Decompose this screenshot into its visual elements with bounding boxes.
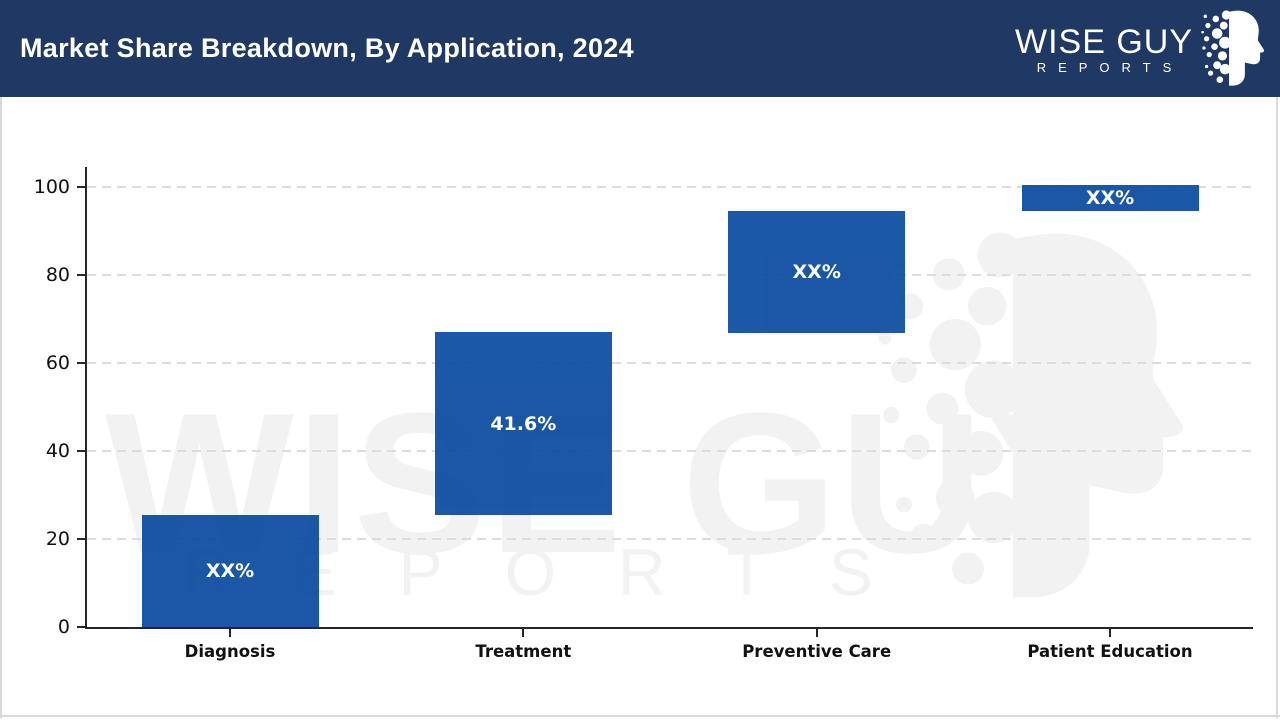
bar-value-label: XX% <box>205 560 255 583</box>
y-tick-60 <box>77 362 86 364</box>
gridline-100 <box>87 186 1253 188</box>
bar-patient-education: XX% <box>1021 185 1199 211</box>
bar-treatment: 41.6% <box>434 332 612 516</box>
brand-subtitle: REPORTS <box>1036 60 1184 75</box>
bar-diagnosis: XX% <box>141 515 319 627</box>
y-tick-label-80: 80 <box>45 264 70 286</box>
y-axis-line <box>85 167 87 629</box>
x-tick-1 <box>522 629 525 637</box>
brand-name: WISE GUY <box>1014 23 1194 61</box>
x-category-label-3: Patient Education <box>1027 642 1193 661</box>
y-tick-label-40: 40 <box>45 440 70 462</box>
brand-logo-text: WISE GUY REPORTS <box>1008 24 1200 76</box>
x-category-label-2: Preventive Care <box>742 642 892 661</box>
y-tick-40 <box>77 450 86 452</box>
gridline-40 <box>87 450 1253 452</box>
gridline-20 <box>87 538 1253 540</box>
brand-logo: WISE GUY REPORTS <box>1008 6 1266 92</box>
brand-head-icon <box>1200 8 1266 88</box>
x-axis-line <box>85 627 1253 629</box>
y-tick-label-0: 0 <box>57 616 70 638</box>
gridline-60 <box>87 362 1253 364</box>
page-border-right <box>1276 97 1278 718</box>
bar-preventive-care: XX% <box>728 210 906 333</box>
x-tick-3 <box>1109 629 1111 637</box>
bar-value-label: XX% <box>1085 186 1135 209</box>
bar-value-label: 41.6% <box>490 412 557 435</box>
y-tick-100 <box>77 186 86 188</box>
y-tick-0 <box>77 626 86 628</box>
bar-value-label: XX% <box>792 260 841 283</box>
page-border-bottom <box>0 715 1280 717</box>
chart-plot-area: WISE GUY REPORTS 0 20 40 60 80 100 XX% Diagnosi… <box>0 97 1280 720</box>
header-bar: Market Share Breakdown, By Application, … <box>0 0 1280 97</box>
y-tick-20 <box>77 538 86 540</box>
page-title: Market Share Breakdown, By Application, … <box>20 33 634 63</box>
x-tick-0 <box>229 629 231 637</box>
x-category-label-0: Diagnosis <box>184 642 276 661</box>
y-tick-80 <box>77 274 86 276</box>
y-tick-label-60: 60 <box>45 352 70 374</box>
x-category-label-1: Treatment <box>475 642 572 661</box>
y-tick-label-100: 100 <box>33 176 70 198</box>
y-tick-label-20: 20 <box>45 528 70 550</box>
page-border-left <box>0 97 2 718</box>
x-tick-2 <box>815 629 818 637</box>
gridline-80 <box>87 274 1253 276</box>
